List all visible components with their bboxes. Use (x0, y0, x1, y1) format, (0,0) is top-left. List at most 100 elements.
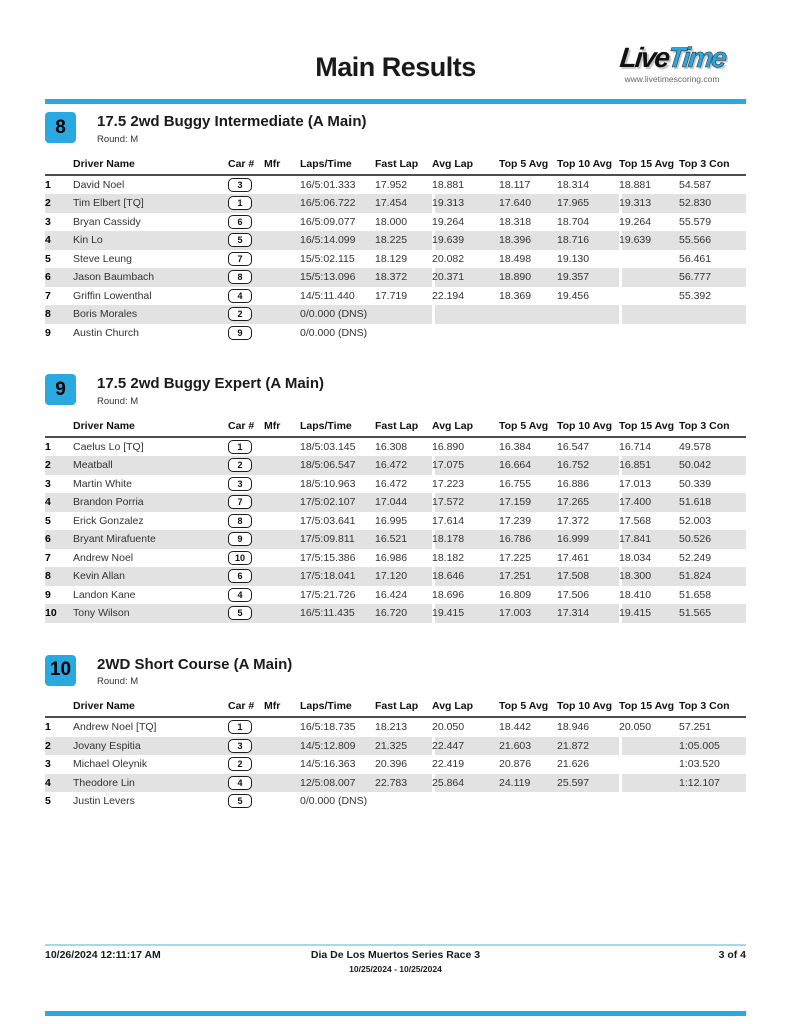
top5-avg-cell: 18.117 (499, 178, 531, 191)
fast-lap-cell: 22.783 (375, 773, 432, 792)
driver-name-cell: Tim Elbert [TQ] (73, 194, 228, 213)
fast-lap-cell: 17.952 (375, 178, 408, 191)
section-round: Round: M (97, 395, 139, 407)
col-header: Avg Lap (432, 698, 499, 718)
rank-cell: 4 (45, 231, 73, 250)
car-number-badge: 7 (228, 251, 252, 266)
col-header-rank (45, 698, 73, 718)
laps-time-cell: 14/5:11.440 (300, 289, 355, 302)
avg-lap-cell: 18.646 (432, 567, 499, 586)
car-number-cell: 5 (228, 604, 264, 623)
car-number-cell: 3 (228, 475, 264, 494)
car-number-badge: 3 (228, 738, 252, 753)
driver-name-cell: David Noel (73, 178, 125, 191)
table-row: 6 Jason Baumbach 8 15/5:13.096 18.372 20.371 1… (45, 268, 746, 287)
col-header: Top 15 Avg (619, 417, 679, 438)
col-header: Laps/Time (300, 155, 375, 176)
top5-avg-cell (499, 305, 557, 324)
laps-time-cell: 16/5:06.722 (300, 194, 375, 213)
top10-avg-cell: 18.314 (557, 178, 590, 191)
top3-con-cell (679, 305, 746, 324)
mfr-cell (264, 755, 300, 774)
car-number-badge: 7 (228, 495, 252, 510)
col-header: Car # (228, 698, 264, 718)
top10-avg-cell: 21.626 (557, 758, 590, 771)
top15-avg-cell (619, 287, 679, 306)
top10-avg-cell: 17.508 (557, 567, 619, 586)
fast-lap-cell: 16.424 (375, 588, 408, 601)
car-number-cell: 1 (228, 717, 264, 737)
car-number-cell: 2 (228, 305, 264, 324)
section-heading-text: 17.5 2wd Buggy Intermediate (A Main) Rou… (97, 112, 367, 144)
avg-lap-cell: 17.572 (432, 493, 499, 512)
driver-name-cell: Kin Lo (73, 231, 228, 250)
top10-avg-cell: 17.965 (557, 194, 619, 213)
col-header: Top 10 Avg (557, 155, 619, 176)
top5-avg-cell: 16.664 (499, 456, 557, 475)
car-number-badge: 8 (228, 270, 252, 285)
driver-name-cell: Michael Oleynik (73, 758, 148, 771)
car-number-badge: 1 (228, 196, 252, 211)
col-header: Car # (228, 155, 264, 176)
section-title: 17.5 2wd Buggy Intermediate (A Main) (97, 113, 367, 130)
mfr-cell (264, 792, 300, 811)
car-number-badge: 5 (228, 794, 252, 809)
header-row: Driver Name Car # Mfr Laps/Time Fast Lap Avg … (45, 155, 746, 176)
top10-avg-cell: 21.872 (557, 736, 619, 755)
fast-lap-cell: 16.986 (375, 551, 408, 564)
avg-lap-cell: 22.194 (432, 289, 465, 302)
col-header-rank (45, 417, 73, 438)
car-number-badge: 2 (228, 757, 252, 772)
race-number-badge: 9 (45, 374, 76, 405)
car-number-badge: 6 (228, 569, 252, 584)
driver-name-cell: Brandon Porria (73, 493, 228, 512)
race-section: 8 17.5 2wd Buggy Intermediate (A Main) R… (45, 112, 746, 342)
mfr-cell (264, 586, 300, 605)
race-section: 10 2WD Short Course (A Main) Round: M Dr… (45, 654, 746, 811)
results-table: Driver Name Car # Mfr Laps/Time Fast Lap Avg … (45, 698, 746, 811)
mfr-cell (264, 175, 300, 195)
top5-avg-cell: 17.239 (499, 514, 532, 527)
col-header: Mfr (264, 155, 300, 176)
mfr-cell (264, 250, 300, 269)
race-number-badge: 8 (45, 112, 76, 143)
driver-name-cell: Martin White (73, 477, 132, 490)
fast-lap-cell: 17.120 (375, 567, 432, 586)
mfr-cell (264, 736, 300, 755)
car-number-cell: 6 (228, 213, 264, 232)
laps-time-cell: 12/5:08.007 (300, 773, 375, 792)
avg-lap-cell: 18.182 (432, 551, 465, 564)
mfr-cell (264, 567, 300, 586)
laps-time-cell: 16/5:09.077 (300, 215, 356, 228)
car-number-badge: 5 (228, 606, 252, 621)
top3-con-cell: 1:03.520 (679, 758, 720, 771)
car-number-cell: 2 (228, 755, 264, 774)
laps-time-cell: 17/5:03.641 (300, 514, 356, 527)
driver-name-cell: Caelus Lo [TQ] (73, 440, 144, 453)
top3-con-cell: 51.824 (679, 567, 746, 586)
car-number-badge: 1 (228, 720, 252, 735)
table-row: 8 Boris Morales 2 0/0.000 (DNS) (45, 305, 746, 324)
avg-lap-cell: 18.178 (432, 530, 499, 549)
rank-cell: 4 (45, 493, 73, 512)
mfr-cell (264, 305, 300, 324)
top15-avg-cell (619, 324, 679, 343)
avg-lap-cell: 20.371 (432, 268, 499, 287)
top3-con-cell: 55.392 (679, 289, 712, 302)
mfr-cell (264, 475, 300, 494)
laps-time-cell: 18/5:06.547 (300, 456, 375, 475)
col-header: Top 10 Avg (557, 417, 619, 438)
top10-avg-cell (557, 792, 619, 811)
car-number-cell: 5 (228, 231, 264, 250)
fast-lap-cell: 18.225 (375, 231, 432, 250)
laps-time-cell: 0/0.000 (DNS) (300, 326, 368, 339)
car-number-cell: 8 (228, 512, 264, 531)
footer-divider (45, 944, 746, 946)
race-number-badge: 10 (45, 654, 76, 686)
table-row: 3 Michael Oleynik 2 14/5:16.363 20.396 22.419… (45, 755, 746, 774)
top15-avg-cell: 18.410 (619, 588, 652, 601)
avg-lap-cell: 17.075 (432, 456, 499, 475)
table-row: 1 Caelus Lo [TQ] 1 18/5:03.145 16.308 16.890 1… (45, 437, 746, 457)
driver-name-cell: Jason Baumbach (73, 268, 228, 287)
driver-name-cell: Erick Gonzalez (73, 514, 144, 527)
